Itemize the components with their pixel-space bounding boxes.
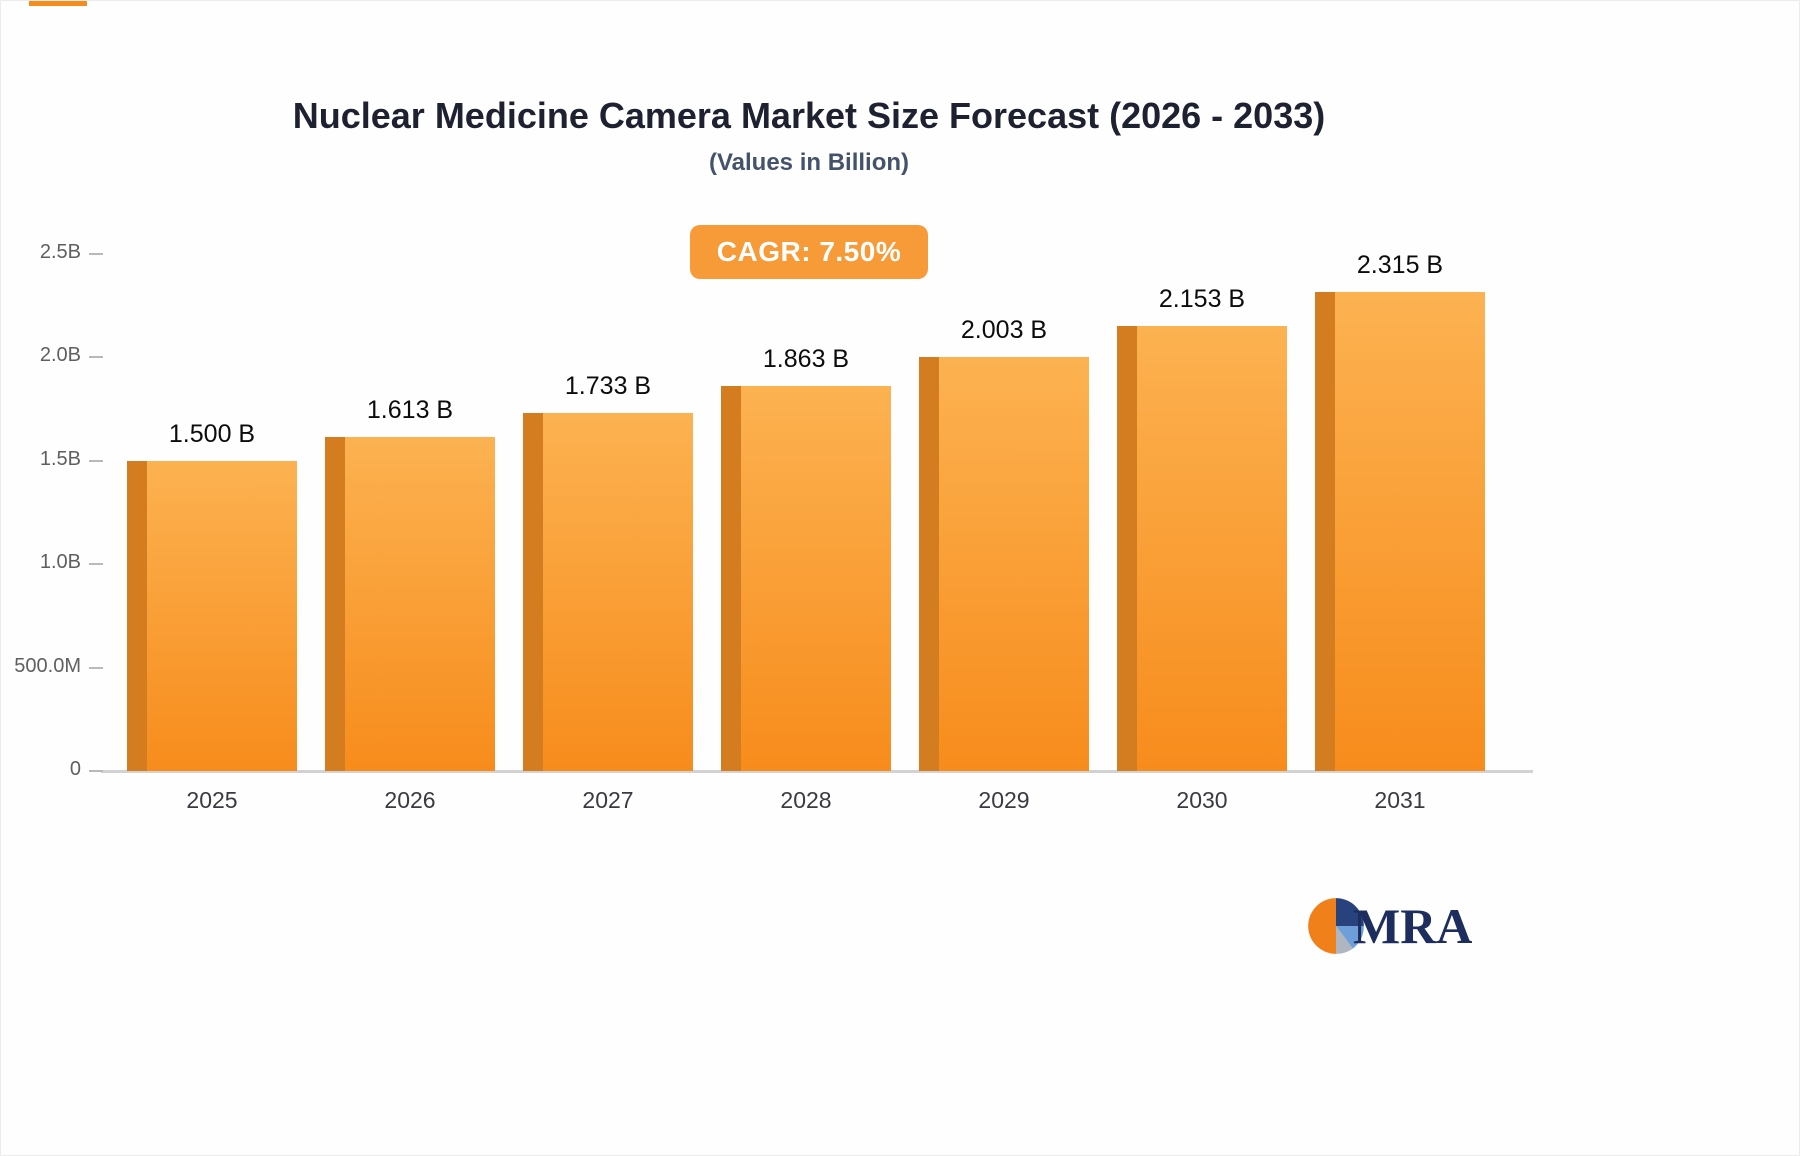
x-axis-label: 2028 (780, 787, 832, 813)
bar-value-label: 1.733 B (564, 371, 652, 400)
y-axis-tick-label: 1.5B (39, 447, 81, 470)
brand-logo-pie-icon (1308, 898, 1364, 954)
y-axis-tick-mark (89, 356, 103, 359)
chart-title: Nuclear Medicine Camera Market Size Fore… (292, 95, 1326, 136)
brand-logo-text: MRA (1353, 898, 1473, 954)
bar-face (1335, 292, 1485, 771)
bar (1315, 292, 1485, 771)
cagr-badge-container: CAGR: 7.50% (1, 225, 1617, 279)
bar (127, 460, 297, 771)
bar-side-shade (721, 385, 741, 771)
y-axis-tick-label: 2.0B (39, 344, 81, 367)
bar-side-shade (1315, 292, 1335, 771)
y-axis-tick-mark (89, 770, 103, 772)
bar-value-label: 2.315 B (1356, 251, 1444, 280)
top-edge-artifact (29, 1, 87, 6)
bar-side-shade (325, 437, 345, 771)
y-axis-tick-label: 0 (69, 758, 81, 780)
bar-face (1137, 325, 1287, 771)
x-axis-line (101, 770, 1533, 773)
bar (1117, 325, 1287, 771)
bar-face (939, 356, 1089, 771)
bar-face (543, 412, 693, 771)
x-axis-label: 2026 (384, 787, 436, 813)
bar (919, 356, 1089, 771)
x-axis-label: 2025 (186, 787, 238, 813)
bar-side-shade (1117, 325, 1137, 771)
x-axis-label: 2031 (1374, 787, 1426, 813)
y-axis-tick-mark (89, 563, 103, 566)
bar-value-label: 1.863 B (762, 344, 850, 373)
x-axis-label: 2027 (582, 787, 634, 813)
chart-subtitle: (Values in Billion) (708, 149, 910, 176)
y-axis-tick-mark (89, 666, 103, 669)
bar-face (345, 437, 495, 771)
bar-value-label: 1.613 B (366, 396, 454, 425)
brand-logo: MRA (1307, 897, 1472, 955)
bar-face (147, 460, 297, 771)
cagr-badge: CAGR: 7.50% (689, 225, 929, 279)
bar-face (741, 385, 891, 771)
bar-value-label: 2.003 B (960, 315, 1048, 344)
y-axis-tick-label: 500.0M (14, 654, 81, 677)
bar-value-label: 1.500 B (168, 419, 256, 448)
y-axis-tick-label: 1.0B (39, 551, 81, 574)
bar-side-shade (523, 412, 543, 771)
bar (721, 385, 891, 771)
y-axis-tick-mark (89, 459, 103, 462)
bar (523, 412, 693, 771)
bar-value-label: 2.153 B (1158, 284, 1246, 313)
bar-side-shade (919, 356, 939, 771)
y-axis-tick-mark (89, 253, 103, 255)
bar (325, 437, 495, 771)
x-axis-label: 2029 (978, 787, 1030, 813)
x-axis-label: 2030 (1176, 787, 1228, 813)
bar-side-shade (127, 460, 147, 771)
y-axis-tick-label: 2.5B (39, 241, 81, 263)
